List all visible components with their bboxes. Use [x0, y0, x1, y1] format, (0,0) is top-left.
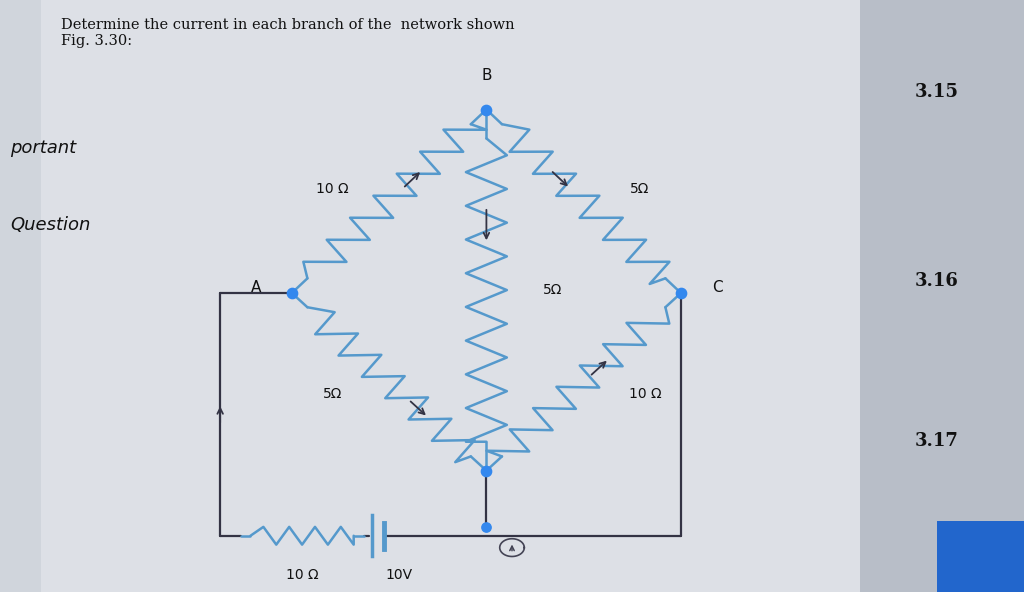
Point	[478, 466, 495, 475]
Text: Determine the current in each branch of the  network shown
Fig. 3.30:: Determine the current in each branch of …	[61, 18, 515, 48]
Point	[284, 288, 300, 298]
Text: B: B	[481, 68, 492, 83]
Text: C: C	[712, 279, 722, 295]
Text: 10 Ω: 10 Ω	[629, 387, 662, 401]
Point	[478, 105, 495, 114]
Text: 10V: 10V	[386, 568, 413, 583]
Text: 10 Ω: 10 Ω	[316, 182, 349, 197]
Text: 10 Ω: 10 Ω	[286, 568, 318, 583]
Text: 5Ω: 5Ω	[543, 283, 562, 297]
Text: 3.15: 3.15	[915, 83, 958, 101]
Bar	[860, 0, 1024, 592]
Text: 3.17: 3.17	[915, 432, 958, 450]
Bar	[0, 0, 901, 592]
Bar	[41, 0, 860, 592]
Text: portant: portant	[10, 139, 77, 157]
Text: 5Ω: 5Ω	[631, 182, 649, 197]
Bar	[937, 521, 1024, 592]
Point	[478, 522, 495, 532]
Text: 3.16: 3.16	[915, 272, 958, 290]
Point	[673, 288, 689, 298]
Text: A: A	[251, 279, 261, 295]
Text: Question: Question	[10, 216, 90, 234]
Text: 5Ω: 5Ω	[324, 387, 342, 401]
